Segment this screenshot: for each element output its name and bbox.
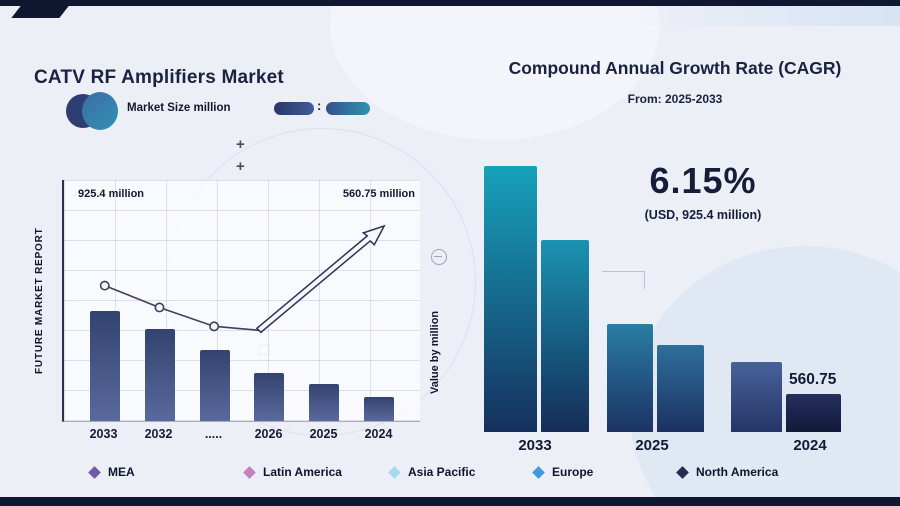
right-bar-2024-bar-1: [731, 362, 782, 432]
annotation-560-right: 560.75: [789, 371, 837, 388]
decorative-pill-left: [274, 102, 314, 115]
left-bar-2025: [308, 384, 339, 421]
legend-diamond: [243, 465, 256, 479]
legend-diamond: [388, 465, 401, 479]
corner-accent: [11, 6, 69, 18]
right-x-label-2025: 2025: [635, 437, 669, 454]
cagr-note: (USD, 925.4 million): [644, 208, 762, 222]
plus-icon: +: [236, 136, 245, 153]
legend-label: Europe: [552, 465, 594, 479]
left-x-label: .....: [204, 427, 223, 441]
page-title: CATV RF Amplifiers Market: [34, 66, 284, 88]
right-bar-2033-bar-2: [541, 240, 589, 432]
legend-diamond: [88, 465, 101, 479]
right-bar-2025-bar-1: [607, 324, 653, 432]
left-x-label: 2032: [144, 427, 173, 441]
left-x-label: 2026: [254, 427, 283, 441]
legend-label: North America: [696, 465, 779, 479]
legend-label: MEA: [108, 465, 135, 479]
left-xlabels: 2033 2032..... 2026 2025 2024: [62, 427, 420, 441]
cagr-block: 6.15% (USD, 925.4 million): [578, 160, 828, 222]
legend-item-mea: MEA: [88, 465, 135, 479]
left-bar-.....: [199, 350, 230, 421]
left-bar-2026: [254, 373, 285, 421]
top-border: [0, 0, 900, 6]
left-chart-panel: 925.4 million 560.75 million: [62, 180, 420, 422]
left-x-label: 2024: [364, 427, 393, 441]
right-x-label-2033: 2033: [518, 437, 552, 454]
left-x-label: 2025: [309, 427, 338, 441]
cagr-subtitle: From: 2025-2033: [627, 92, 723, 106]
right-chart-y-axis-label: Value by million: [429, 310, 441, 394]
right-bar-group-2025: [607, 324, 704, 432]
left-bars: [64, 180, 420, 421]
left-bar-2032: [144, 329, 175, 421]
market-size-icon: [66, 92, 118, 130]
legend-label: Asia Pacific: [408, 465, 476, 479]
legend-diamond: [676, 465, 689, 479]
annotation-925: 925.4 million: [78, 188, 145, 200]
legend-label: Latin America: [263, 465, 342, 479]
left-bar-2033: [90, 311, 121, 421]
circle-minus-icon: [431, 249, 447, 265]
cagr-value: 6.15%: [649, 160, 757, 201]
region-legend: MEA Latin America Asia Pacific Europe No…: [0, 465, 900, 489]
legend-item-north-america: North America: [676, 465, 779, 479]
right-bar-2025-bar-2: [657, 345, 704, 432]
decorative-step-line: [602, 271, 645, 289]
right-bar-group-2024: [731, 362, 841, 432]
right-x-label-2024: 2024: [793, 437, 827, 454]
legend-item-europe: Europe: [532, 465, 594, 479]
cagr-title: Compound Annual Growth Rate (CAGR): [508, 58, 842, 78]
top-right-band: [630, 6, 900, 26]
legend-item-asia-pacific: Asia Pacific: [388, 465, 476, 479]
right-bar-2024-bar-2: [786, 394, 841, 432]
left-bar-2024: [363, 397, 394, 421]
market-size-label: Market Size million: [127, 102, 231, 114]
plus-icon: +: [236, 158, 245, 175]
legend-item-latin-america: Latin America: [243, 465, 342, 479]
legend-diamond: [532, 465, 545, 479]
left-chart-y-axis-label: FUTURE MARKET REPORT: [34, 227, 45, 375]
decorative-pill-right: [326, 102, 370, 115]
bottom-border: [0, 497, 900, 506]
annotation-560: 560.75 million: [342, 188, 415, 200]
right-bar-2033-bar-1: [484, 166, 537, 432]
left-x-label: 2033: [89, 427, 118, 441]
right-chart: [470, 158, 880, 432]
icon-half-teal: [82, 92, 118, 130]
pill-separator: :: [317, 98, 322, 113]
right-bar-group-2033: [484, 166, 589, 432]
